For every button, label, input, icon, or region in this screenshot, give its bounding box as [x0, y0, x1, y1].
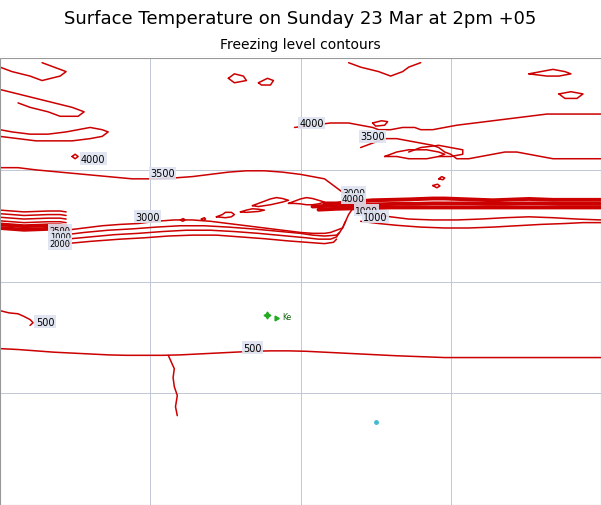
Text: Freezing level contours: Freezing level contours [220, 38, 381, 53]
Text: 1000: 1000 [364, 213, 388, 222]
Text: Ke: Ke [282, 312, 291, 321]
Text: 4000: 4000 [342, 194, 365, 204]
Text: 500: 500 [36, 317, 54, 327]
Text: Surface Temperature on Sunday 23 Mar at 2pm +05: Surface Temperature on Sunday 23 Mar at … [64, 10, 537, 28]
Text: 4000: 4000 [81, 155, 105, 165]
Text: 500: 500 [243, 343, 261, 353]
Text: 3500: 3500 [150, 169, 174, 179]
Text: 4000: 4000 [299, 119, 323, 129]
Text: 2000: 2000 [50, 240, 70, 248]
Text: 1000: 1000 [50, 233, 70, 242]
Text: 3500: 3500 [361, 132, 385, 142]
Text: 2500: 2500 [50, 226, 70, 235]
Text: 1000: 1000 [355, 206, 378, 215]
Text: 3000: 3000 [342, 188, 365, 197]
Text: 3000: 3000 [135, 213, 159, 222]
